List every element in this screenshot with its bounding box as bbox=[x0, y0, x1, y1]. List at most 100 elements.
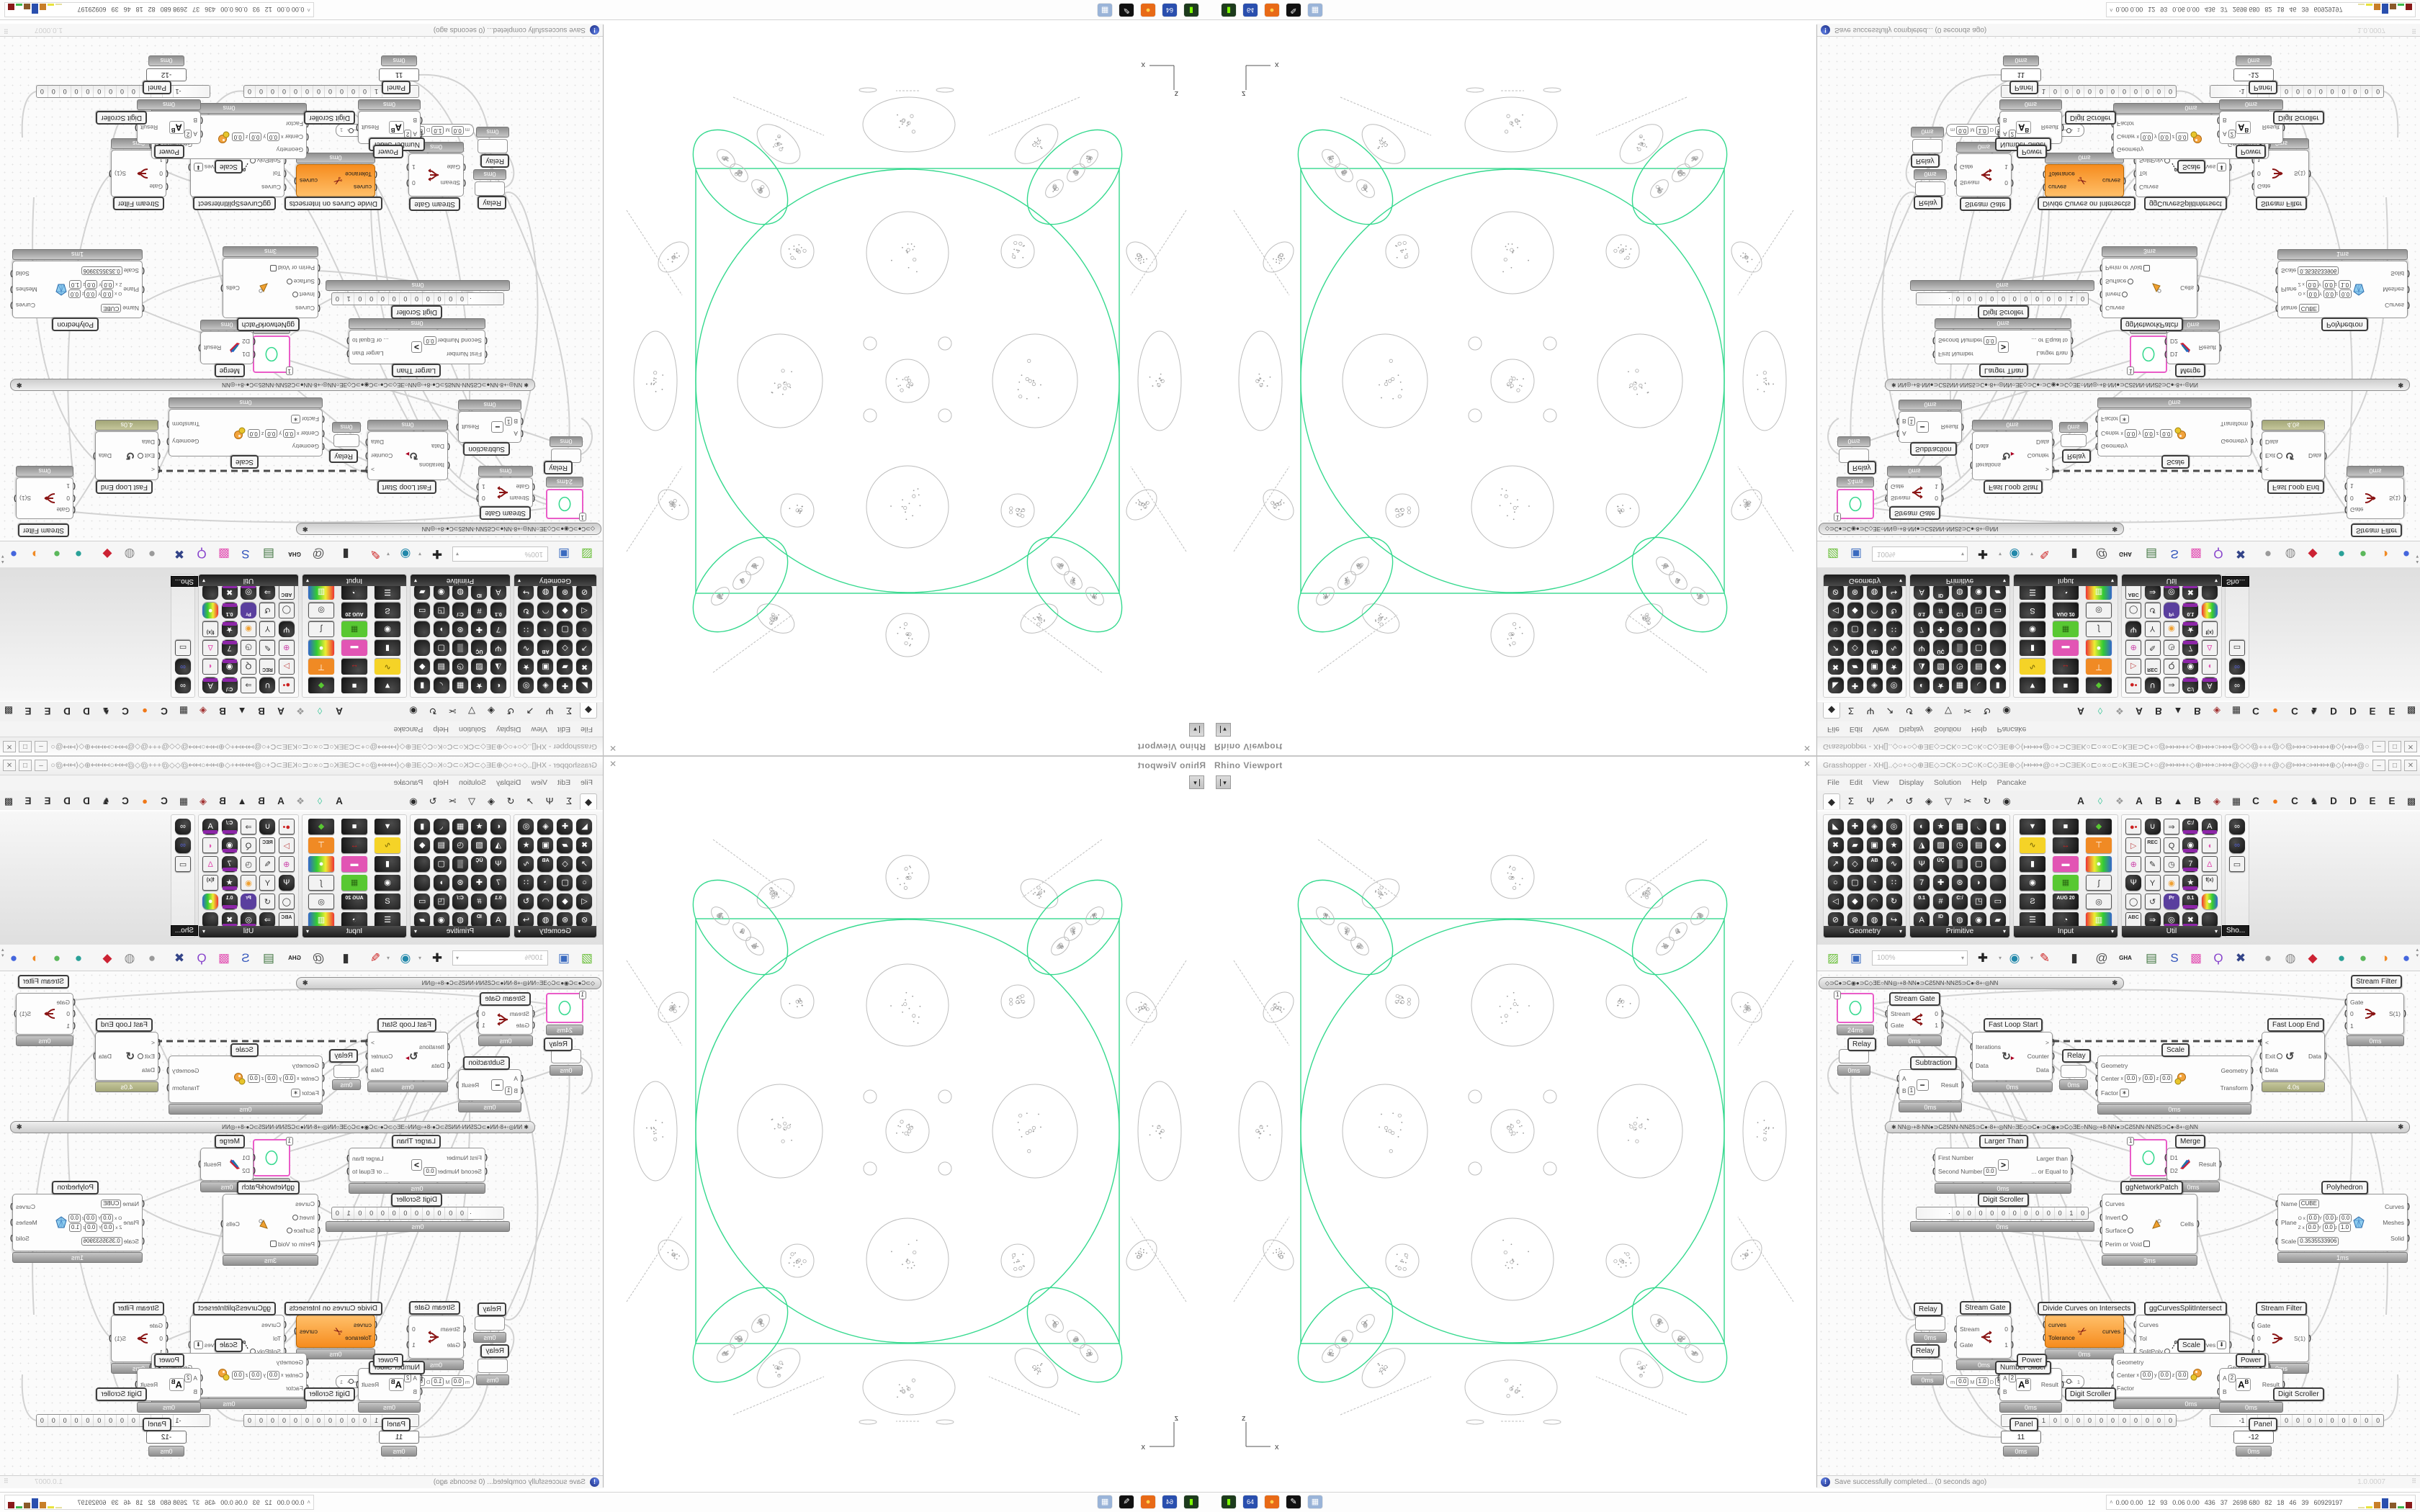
value-chip[interactable]: 0.0 bbox=[2158, 1371, 2171, 1380]
digit-cell[interactable]: 0 bbox=[1952, 1207, 1963, 1219]
port[interactable]: (Center x 0.0 y 0.0 z 0.0 bbox=[247, 429, 325, 438]
palette-component-icon[interactable]: ⇒ bbox=[2163, 678, 2179, 693]
scale-1[interactable]: (Geometry(Center x 0.0 y 0.0 z 0.0(Factor ∗) Geo… bbox=[2095, 409, 2254, 456]
bulb-icon[interactable]: Ϙ bbox=[2213, 951, 2223, 965]
close-icon[interactable]: ✕ bbox=[609, 743, 617, 753]
maximize-button[interactable]: □ bbox=[2388, 760, 2401, 771]
port[interactable]: ) Result bbox=[135, 123, 158, 132]
palette-component-icon[interactable]: ◆ bbox=[557, 894, 573, 909]
finder-icon[interactable]: S bbox=[2170, 547, 2179, 561]
value-chip[interactable]: 0.0 bbox=[1956, 126, 1969, 135]
tab-9[interactable]: ◉ bbox=[2002, 796, 2011, 806]
gg-network-patch[interactable]: (Curves(Invert(Surface(Perim or Void) Cel… bbox=[220, 258, 321, 318]
palette-component-icon[interactable]: ◠ bbox=[537, 894, 554, 909]
palette-component-icon[interactable]: ▭ bbox=[2229, 856, 2245, 872]
digit-cell[interactable]: 0 bbox=[36, 1415, 48, 1426]
value-chip[interactable]: 0.0 bbox=[2141, 132, 2154, 141]
value-chip[interactable]: 0.0 bbox=[451, 1377, 464, 1386]
palette-component-icon[interactable]: ◍ bbox=[1866, 912, 1883, 928]
palette-component-icon[interactable]: ★ bbox=[221, 621, 238, 637]
palette-component-icon[interactable]: ▷ bbox=[2125, 837, 2142, 853]
value-chip[interactable]: 1.0 bbox=[2338, 280, 2352, 289]
palette-component-icon[interactable]: ↔ bbox=[341, 837, 367, 853]
palette-component-icon[interactable] bbox=[414, 856, 431, 872]
tab-26[interactable]: E bbox=[2388, 706, 2396, 716]
merge[interactable]: (D1(D2) Result bbox=[2164, 1148, 2222, 1181]
digit-cell[interactable]: 0 bbox=[94, 86, 106, 97]
rhino-viewport-canvas[interactable]: zx bbox=[1210, 19, 1816, 737]
palette-component-icon[interactable]: ◎ bbox=[308, 603, 334, 618]
palette-component-icon[interactable]: Ƨ bbox=[375, 894, 400, 909]
menu-item-display[interactable]: Display bbox=[496, 778, 521, 787]
palette-component-icon[interactable]: 7 bbox=[221, 856, 238, 872]
firefox-icon[interactable]: ● bbox=[1141, 1495, 1155, 1508]
save-file-icon[interactable]: ▣ bbox=[557, 547, 570, 561]
digit-cell[interactable]: 0 bbox=[2118, 86, 2130, 97]
exit-door-icon[interactable]: ▮ bbox=[2071, 547, 2078, 561]
port[interactable]: ) 0 bbox=[406, 1325, 416, 1333]
port[interactable]: ) Data bbox=[2036, 1066, 2055, 1074]
chevron-down-icon[interactable]: ▾ bbox=[418, 955, 422, 961]
display-green-icon[interactable]: ● bbox=[53, 951, 61, 965]
component-label[interactable]: Larger Than bbox=[391, 1135, 441, 1148]
publish-board-icon[interactable]: ▤ bbox=[2145, 547, 2158, 561]
palette-component-icon[interactable]: ▮ bbox=[2020, 856, 2045, 872]
port[interactable]: (Gate bbox=[2251, 1321, 2271, 1329]
palette-component-icon[interactable]: f(x) bbox=[2201, 621, 2218, 637]
tab-22[interactable]: ♞ bbox=[102, 796, 110, 806]
divide-curves-on-intersects[interactable]: (curves(Tolerance ✂) curves bbox=[2043, 164, 2126, 197]
digit-cell[interactable]: 0 bbox=[313, 86, 325, 97]
port[interactable]: (Gate bbox=[516, 1021, 535, 1030]
port[interactable]: (Surface bbox=[2099, 277, 2134, 285]
component-label[interactable]: Fast Loop End bbox=[95, 480, 153, 494]
palette-group-footer[interactable]: Util ▾ bbox=[199, 926, 298, 937]
port[interactable]: ) 0 bbox=[2004, 1325, 2014, 1333]
palette-component-icon[interactable]: ∪ bbox=[2144, 678, 2161, 693]
port[interactable]: (Perim or Void bbox=[269, 264, 321, 272]
grasshopper-titlebar[interactable]: Grasshopper - XH[]..◇○+○◇⊕ƎE◇⊃CK○⊃C○K○C◇… bbox=[1817, 757, 2420, 775]
preview-wireframe-icon[interactable]: ◍ bbox=[2285, 547, 2296, 561]
palette-component-icon[interactable]: ◔ bbox=[341, 584, 367, 600]
tab-24[interactable]: D bbox=[63, 706, 71, 716]
palette-component-icon[interactable]: ☰ bbox=[2020, 584, 2045, 600]
palette-component-icon[interactable]: ↺ bbox=[259, 894, 276, 909]
port[interactable]: (Gate bbox=[149, 1321, 169, 1329]
display-orange-icon[interactable]: ◑ bbox=[2380, 951, 2389, 965]
digit-cell[interactable]: 0 bbox=[411, 293, 423, 305]
port[interactable]: ) Data bbox=[93, 451, 112, 460]
palette-component-icon[interactable]: ▷ bbox=[278, 837, 295, 853]
palette-component-icon[interactable]: ◷ bbox=[2163, 640, 2179, 656]
port[interactable]: )... or Equal to bbox=[2031, 336, 2074, 345]
tab-19[interactable]: C bbox=[2252, 706, 2259, 716]
palette-component-icon[interactable]: ∫ bbox=[2086, 621, 2112, 637]
tab-10[interactable]: A bbox=[336, 706, 343, 716]
palette-component-icon[interactable]: Pr bbox=[2163, 894, 2179, 909]
palette-component-icon[interactable]: ◈ bbox=[537, 819, 554, 834]
port[interactable]: (Tol bbox=[2133, 169, 2147, 178]
palette-component-icon[interactable] bbox=[2201, 912, 2218, 928]
value-chip[interactable]: 0.0 bbox=[265, 429, 278, 438]
tray-chevron-icon[interactable]: ˄ bbox=[2110, 6, 2113, 13]
remote-at-icon[interactable]: @ bbox=[2095, 547, 2108, 561]
component-label[interactable]: Stream Filter bbox=[112, 1302, 164, 1315]
palette-component-icon[interactable]: ▢ bbox=[1847, 875, 1863, 891]
component-label[interactable]: Stream Filter bbox=[17, 975, 69, 989]
digit-cell[interactable]: -1 bbox=[2210, 1415, 2246, 1426]
rhino-viewport-canvas[interactable]: zx bbox=[604, 19, 1210, 737]
relay-node[interactable] bbox=[1839, 1049, 1869, 1063]
port[interactable]: (D2 bbox=[2164, 1166, 2178, 1175]
scale-1[interactable]: (Geometry(Center x 0.0 y 0.0 z 0.0(Factor ∗) Geo… bbox=[166, 409, 325, 456]
component-label[interactable]: Power bbox=[2236, 145, 2267, 158]
palette-component-icon[interactable]: ⊛ bbox=[1847, 584, 1863, 600]
palette-component-icon[interactable]: ✖ bbox=[576, 837, 593, 853]
digit-scroller-1[interactable]: · 0 0 0 0 0 0 0 0 0 0 1 0 bbox=[1916, 1207, 2089, 1220]
digit-cell[interactable]: 0 bbox=[2280, 86, 2293, 97]
palette-component-icon[interactable]: ▭ bbox=[2229, 640, 2245, 656]
tab-3[interactable]: ↗ bbox=[1886, 706, 1894, 716]
curve-param-1[interactable]: 1 bbox=[546, 991, 586, 1023]
save-file-icon[interactable]: ▣ bbox=[1850, 951, 1863, 965]
port[interactable]: (Iterations bbox=[419, 461, 450, 469]
tab-17[interactable]: ◈ bbox=[200, 796, 207, 806]
value-chip[interactable]: 0.0 bbox=[424, 336, 436, 345]
